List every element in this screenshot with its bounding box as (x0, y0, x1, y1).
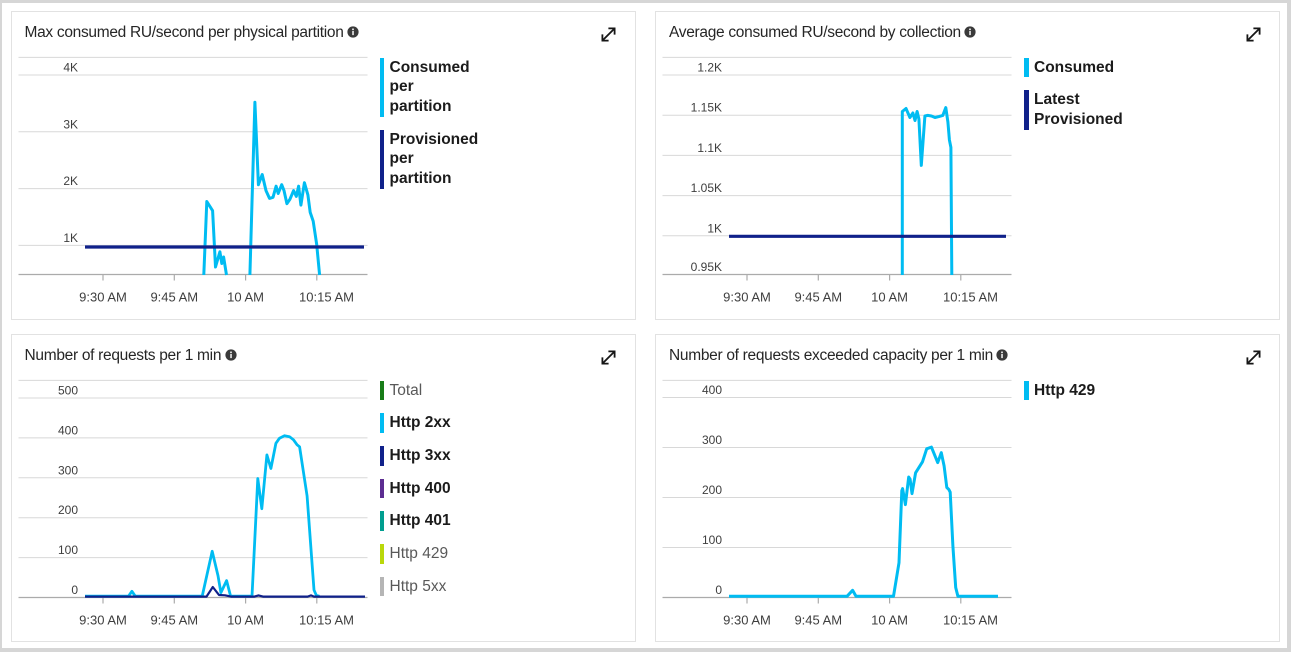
svg-text:0: 0 (715, 583, 722, 597)
svg-text:10 AM: 10 AM (227, 290, 264, 305)
svg-text:1.1K: 1.1K (697, 141, 722, 155)
svg-text:4K: 4K (63, 61, 78, 75)
svg-text:9:30 AM: 9:30 AM (723, 290, 771, 305)
svg-text:1.2K: 1.2K (697, 61, 722, 75)
svg-text:100: 100 (57, 543, 77, 557)
svg-text:10:15 AM: 10:15 AM (299, 290, 354, 305)
svg-text:9:45 AM: 9:45 AM (794, 290, 842, 305)
svg-text:300: 300 (702, 433, 722, 447)
svg-text:10 AM: 10 AM (871, 290, 908, 305)
svg-text:400: 400 (57, 423, 77, 437)
svg-text:9:30 AM: 9:30 AM (79, 290, 127, 305)
svg-text:9:45 AM: 9:45 AM (150, 290, 198, 305)
svg-text:9:45 AM: 9:45 AM (150, 613, 198, 628)
svg-text:1.05K: 1.05K (691, 181, 722, 195)
svg-text:300: 300 (57, 463, 77, 477)
svg-text:9:30 AM: 9:30 AM (79, 613, 127, 628)
svg-text:9:45 AM: 9:45 AM (794, 613, 842, 628)
svg-text:10:15 AM: 10:15 AM (299, 613, 354, 628)
svg-text:200: 200 (702, 483, 722, 497)
svg-text:0: 0 (71, 583, 78, 597)
svg-text:100: 100 (702, 533, 722, 547)
svg-text:400: 400 (702, 383, 722, 397)
svg-text:500: 500 (57, 384, 77, 398)
svg-text:200: 200 (57, 503, 77, 517)
svg-text:1K: 1K (707, 221, 722, 235)
svg-text:1.15K: 1.15K (691, 101, 722, 115)
svg-text:10:15 AM: 10:15 AM (943, 290, 998, 305)
svg-text:10 AM: 10 AM (227, 613, 264, 628)
svg-text:1K: 1K (63, 231, 78, 245)
svg-text:0.95K: 0.95K (691, 260, 722, 274)
svg-text:10 AM: 10 AM (871, 613, 908, 628)
svg-text:10:15 AM: 10:15 AM (943, 613, 998, 628)
svg-text:2K: 2K (63, 174, 78, 188)
svg-text:3K: 3K (63, 117, 78, 131)
svg-text:9:30 AM: 9:30 AM (723, 613, 771, 628)
